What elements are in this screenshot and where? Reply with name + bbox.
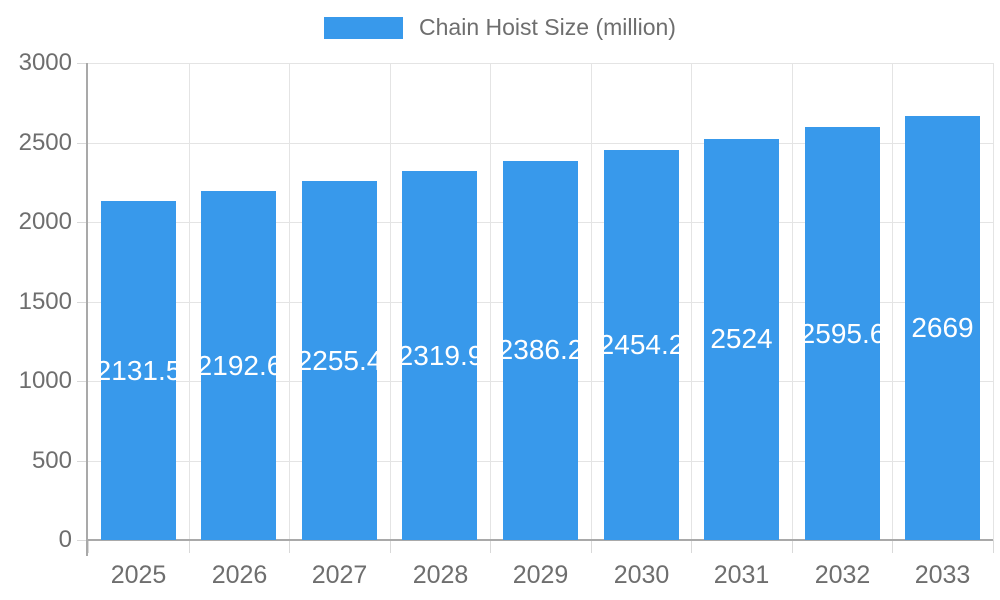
- y-axis-tick: [77, 222, 88, 223]
- y-gridline: [88, 63, 993, 64]
- x-gridline: [390, 63, 391, 540]
- bar-value-label: 2524: [710, 323, 773, 354]
- bar-value-label: 2386.2: [497, 334, 584, 365]
- y-axis-tick-label: 500: [31, 447, 72, 474]
- y-axis-tick-label: 3000: [18, 49, 72, 76]
- x-axis-tick-label: 2032: [814, 561, 871, 589]
- bar-value-label: 2669: [911, 312, 974, 343]
- bar-value-label: 2192.6: [196, 350, 283, 381]
- y-axis-tick-label: 2000: [18, 208, 72, 235]
- legend: Chain Hoist Size (million): [0, 14, 1000, 41]
- bar-value-label: 2595.6: [799, 318, 886, 349]
- bar-value-label: 2454.2: [598, 329, 685, 360]
- x-axis-tick-label: 2031: [713, 561, 770, 589]
- x-gridline: [691, 63, 692, 540]
- bar[interactable]: [503, 161, 578, 540]
- y-axis-tick: [77, 63, 88, 64]
- x-axis-tick-label: 2028: [412, 561, 469, 589]
- y-axis-tick-label: 1000: [18, 367, 72, 394]
- x-axis-tick: [289, 540, 290, 553]
- bar[interactable]: [201, 191, 276, 540]
- bar-value-label: 2255.4: [296, 345, 383, 376]
- bar[interactable]: [905, 116, 980, 540]
- x-axis-tick: [591, 540, 592, 553]
- y-axis-tick: [77, 540, 88, 541]
- x-axis-tick: [390, 540, 391, 553]
- bar-value-label: 2319.9: [397, 340, 484, 371]
- y-axis-tick: [77, 302, 88, 303]
- x-axis-tick: [792, 540, 793, 553]
- bar[interactable]: [805, 127, 880, 540]
- bar[interactable]: [604, 150, 679, 540]
- x-gridline: [591, 63, 592, 540]
- y-gridline: [88, 143, 993, 144]
- x-axis-tick-label: 2030: [613, 561, 670, 589]
- x-axis-tick-label: 2027: [311, 561, 368, 589]
- y-axis-tick-label: 2500: [18, 129, 72, 156]
- x-axis-tick: [691, 540, 692, 553]
- x-axis-tick-label: 2026: [211, 561, 268, 589]
- x-gridline: [792, 63, 793, 540]
- legend-item[interactable]: Chain Hoist Size (million): [324, 14, 676, 41]
- bar-value-label: 2131.5: [95, 355, 182, 386]
- x-axis-tick-label: 2029: [512, 561, 569, 589]
- x-axis-line: [86, 539, 993, 541]
- legend-swatch-icon: [324, 16, 404, 39]
- y-axis-tick-label: 1500: [18, 288, 72, 315]
- x-axis-tick-label: 2025: [110, 561, 167, 589]
- bar[interactable]: [101, 201, 176, 540]
- x-axis-tick: [88, 540, 89, 553]
- y-axis-tick-label: 0: [58, 526, 72, 553]
- bar[interactable]: [704, 139, 779, 540]
- bar[interactable]: [302, 181, 377, 540]
- y-axis-tick: [77, 381, 88, 382]
- x-axis-tick: [892, 540, 893, 553]
- x-axis-tick: [993, 540, 994, 553]
- x-gridline: [490, 63, 491, 540]
- bar[interactable]: [402, 171, 477, 540]
- x-axis-tick: [189, 540, 190, 553]
- x-gridline: [892, 63, 893, 540]
- x-gridline: [993, 63, 994, 540]
- x-gridline: [189, 63, 190, 540]
- y-axis-line: [86, 63, 88, 556]
- x-gridline: [289, 63, 290, 540]
- y-axis-tick: [77, 461, 88, 462]
- x-axis-tick-label: 2033: [914, 561, 971, 589]
- x-axis-tick: [490, 540, 491, 553]
- y-axis-tick: [77, 143, 88, 144]
- legend-label: Chain Hoist Size (million): [419, 14, 676, 40]
